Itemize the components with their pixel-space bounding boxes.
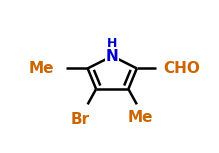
- Text: Me: Me: [28, 61, 54, 76]
- Text: CHO: CHO: [163, 61, 200, 76]
- Text: H: H: [107, 37, 117, 50]
- Text: N: N: [106, 49, 119, 63]
- Text: Br: Br: [71, 112, 90, 127]
- Text: Me: Me: [127, 110, 153, 125]
